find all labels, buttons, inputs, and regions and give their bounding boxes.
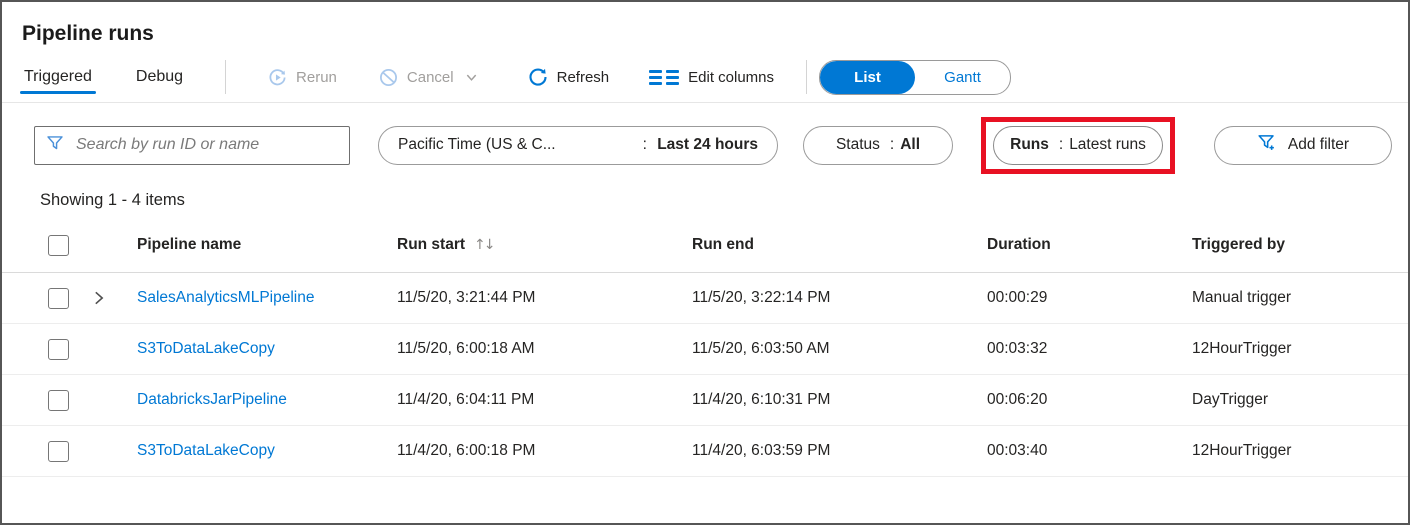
status-filter-label: Status <box>835 136 880 153</box>
row-checkbox[interactable] <box>48 287 69 309</box>
sort-icon[interactable]: ↑↓ <box>474 237 496 253</box>
table-row: SalesAnalyticsMLPipeline 11/5/20, 3:21:4… <box>2 273 1408 324</box>
edit-columns-label: Edit columns <box>688 68 775 86</box>
items-count-text: Showing 1 - 4 items <box>40 191 185 209</box>
search-input[interactable] <box>74 135 338 155</box>
triggered-by-cell: 12HourTrigger <box>1192 340 1292 357</box>
rerun-icon <box>268 68 287 87</box>
table-row: DatabricksJarPipeline 11/4/20, 6:04:11 P… <box>2 375 1408 426</box>
runs-filter-colon: : <box>1058 136 1064 153</box>
rerun-button[interactable]: Rerun <box>268 68 337 87</box>
pipeline-runs-table: Pipeline name Run start ↑↓ Run end Durat… <box>2 218 1408 477</box>
cancel-icon <box>379 68 398 87</box>
view-toggle-gantt[interactable]: Gantt <box>944 68 981 86</box>
column-header-triggered-by: Triggered by <box>1192 236 1286 253</box>
column-header-pipeline-name: Pipeline name <box>137 236 242 253</box>
run-end-cell: 11/4/20, 6:03:59 PM <box>692 442 831 459</box>
timezone-filter-label: Pacific Time (US & C... <box>398 136 556 153</box>
refresh-label: Refresh <box>556 68 610 86</box>
runs-filter-value: Latest runs <box>1069 136 1146 153</box>
duration-cell: 00:03:40 <box>987 442 1048 459</box>
page-title: Pipeline runs <box>22 22 154 45</box>
duration-cell: 00:03:32 <box>987 340 1048 357</box>
table-header-row: Pipeline name Run start ↑↓ Run end Durat… <box>2 218 1408 273</box>
status-filter-value: All <box>900 136 921 153</box>
column-header-run-end: Run end <box>692 236 754 253</box>
refresh-icon <box>528 67 548 87</box>
row-checkbox[interactable] <box>48 389 69 411</box>
view-toggle-list[interactable]: List <box>820 60 916 94</box>
runs-filter-label: Runs <box>1010 136 1049 153</box>
edit-columns-icon <box>649 69 680 85</box>
pipeline-name-link[interactable]: SalesAnalyticsMLPipeline <box>137 289 315 306</box>
chevron-down-icon[interactable] <box>465 71 478 84</box>
filter-bar: Pacific Time (US & C... : Last 24 hours … <box>2 115 1408 175</box>
column-header-duration: Duration <box>987 236 1051 253</box>
pipeline-name-link[interactable]: S3ToDataLakeCopy <box>137 442 275 459</box>
triggered-by-cell: Manual trigger <box>1192 289 1292 306</box>
run-end-cell: 11/5/20, 3:22:14 PM <box>692 289 831 306</box>
run-start-cell: 11/5/20, 3:21:44 PM <box>397 289 536 306</box>
pipeline-name-link[interactable]: DatabricksJarPipeline <box>137 391 287 408</box>
expand-chevron-icon[interactable] <box>92 290 106 306</box>
edit-columns-button[interactable]: Edit columns <box>649 69 774 86</box>
toolbar-divider <box>225 60 227 94</box>
tab-bar: Triggered Debug <box>20 52 225 102</box>
table-row: S3ToDataLakeCopy 11/4/20, 6:00:18 PM 11/… <box>2 426 1408 477</box>
runs-filter-pill[interactable]: Runs : Latest runs <box>993 125 1163 165</box>
add-filter-button[interactable]: Add filter <box>1214 125 1392 165</box>
status-filter-pill[interactable]: Status : All <box>803 125 953 165</box>
timezone-filter-value: Last 24 hours <box>657 136 758 153</box>
select-all-checkbox[interactable] <box>48 234 69 256</box>
pipeline-name-link[interactable]: S3ToDataLakeCopy <box>137 340 275 357</box>
timezone-filter-colon: : <box>642 136 647 153</box>
cancel-button[interactable]: Cancel <box>379 68 478 87</box>
run-start-cell: 11/4/20, 6:04:11 PM <box>397 391 535 408</box>
triggered-by-cell: DayTrigger <box>1192 391 1269 408</box>
rerun-label: Rerun <box>296 68 337 86</box>
duration-cell: 00:06:20 <box>987 391 1048 408</box>
cancel-label: Cancel <box>406 68 454 86</box>
toolbar: Triggered Debug Rerun Cancel <box>2 52 1408 103</box>
refresh-button[interactable]: Refresh <box>528 67 610 87</box>
tab-debug[interactable]: Debug <box>135 68 184 85</box>
table-row: S3ToDataLakeCopy 11/5/20, 6:00:18 AM 11/… <box>2 324 1408 375</box>
tab-triggered[interactable]: Triggered <box>20 55 96 99</box>
status-filter-colon: : <box>889 136 895 153</box>
triggered-by-cell: 12HourTrigger <box>1192 442 1292 459</box>
row-checkbox[interactable] <box>48 338 69 360</box>
filter-funnel-icon <box>46 134 64 157</box>
column-header-run-start[interactable]: Run start ↑↓ <box>397 236 496 253</box>
add-filter-label: Add filter <box>1287 136 1350 153</box>
red-annotation-box: Runs : Latest runs <box>981 116 1175 174</box>
search-box <box>34 125 350 165</box>
run-start-cell: 11/5/20, 6:00:18 AM <box>397 340 535 357</box>
run-end-cell: 11/4/20, 6:10:31 PM <box>692 391 831 408</box>
table-body: SalesAnalyticsMLPipeline 11/5/20, 3:21:4… <box>2 273 1408 477</box>
duration-cell: 00:00:29 <box>987 289 1048 306</box>
run-end-cell: 11/5/20, 6:03:50 AM <box>692 340 830 357</box>
run-start-cell: 11/4/20, 6:00:18 PM <box>397 442 536 459</box>
row-checkbox[interactable] <box>48 440 69 462</box>
timezone-filter-pill[interactable]: Pacific Time (US & C... : Last 24 hours <box>378 125 778 165</box>
view-toggle: List Gantt <box>819 59 1012 95</box>
toolbar-divider <box>806 60 808 94</box>
add-filter-funnel-icon <box>1257 133 1277 158</box>
